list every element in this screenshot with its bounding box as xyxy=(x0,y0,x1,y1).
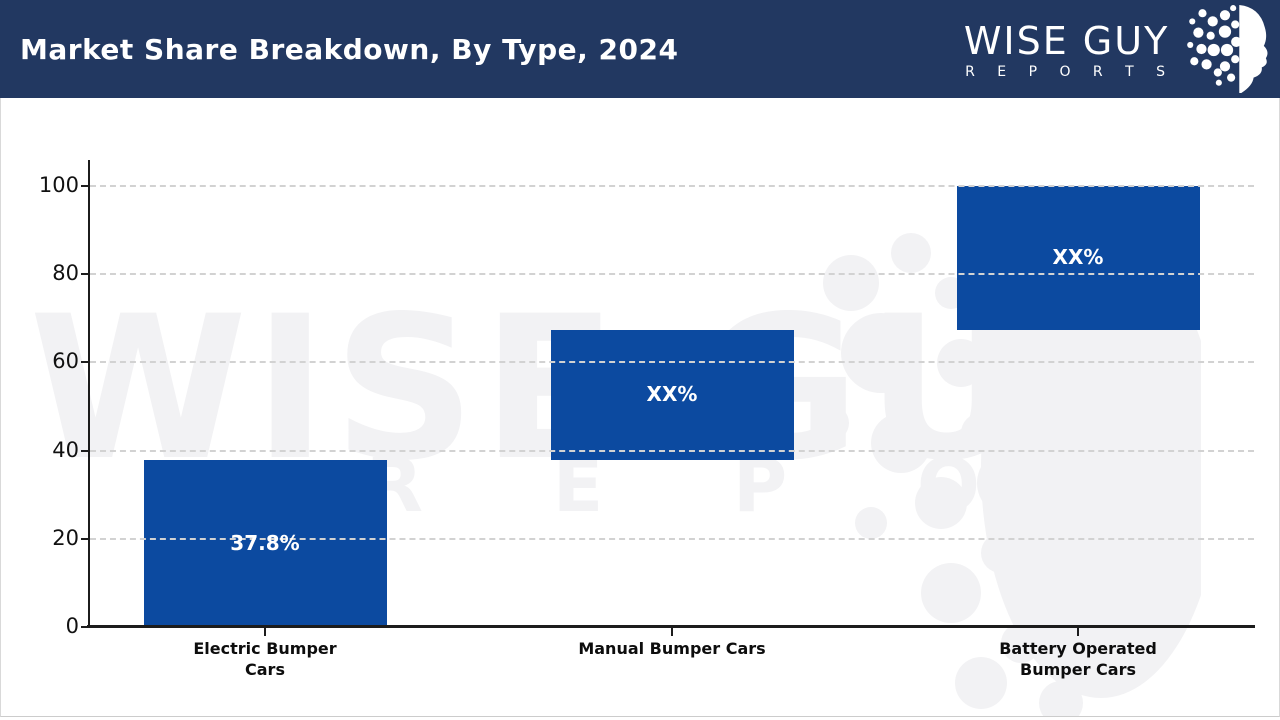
y-grid-line xyxy=(90,273,1254,276)
y-tick-mark xyxy=(81,273,89,276)
x-category-label: Battery Operated Bumper Cars xyxy=(999,639,1157,679)
y-tick-mark xyxy=(81,537,89,540)
y-tick-label: 0 xyxy=(65,614,79,638)
bar-value-label: 37.8% xyxy=(230,530,300,555)
brand-logo-text: WISE GUY R E P O R T S xyxy=(959,22,1174,80)
x-tick-mark xyxy=(671,628,673,636)
dotted-head-icon xyxy=(1187,5,1268,93)
bar-segment xyxy=(550,330,794,461)
bar-segment xyxy=(143,460,387,627)
chart-canvas: WISE GUY R E P O R T S 37.8%XX%XX%020406… xyxy=(0,98,1280,717)
x-axis-line xyxy=(87,625,1255,628)
brand-logo: WISE GUY R E P O R T S xyxy=(959,0,1272,98)
y-tick-mark xyxy=(81,449,89,452)
y-tick-label: 60 xyxy=(52,349,79,374)
y-grid-line xyxy=(90,361,1254,364)
y-tick-label: 20 xyxy=(52,525,79,550)
y-tick-label: 100 xyxy=(38,173,79,197)
x-category-label: Manual Bumper Cars xyxy=(578,639,766,658)
y-grid-line xyxy=(90,185,1254,187)
page-title: Market Share Breakdown, By Type, 2024 xyxy=(20,32,679,66)
y-tick-mark xyxy=(81,185,89,187)
bar-value-label: XX% xyxy=(646,382,698,407)
y-tick-label: 80 xyxy=(52,261,79,286)
y-grid-line xyxy=(90,537,1254,540)
brand-subname: R E P O R T S xyxy=(965,64,1174,80)
y-grid-line xyxy=(90,449,1254,452)
x-tick-mark xyxy=(264,628,266,636)
x-tick-mark xyxy=(1077,628,1079,636)
y-tick-label: 40 xyxy=(52,437,79,462)
header-bar: Market Share Breakdown, By Type, 2024 WI… xyxy=(0,0,1280,98)
y-axis-line xyxy=(88,160,90,628)
x-category-label: Electric Bumper Cars xyxy=(193,639,337,679)
bar-segment xyxy=(956,186,1200,331)
y-tick-mark xyxy=(81,361,89,364)
brand-name: WISE GUY xyxy=(963,19,1170,63)
bar-value-label: XX% xyxy=(1052,245,1104,270)
y-tick-mark xyxy=(81,626,89,628)
